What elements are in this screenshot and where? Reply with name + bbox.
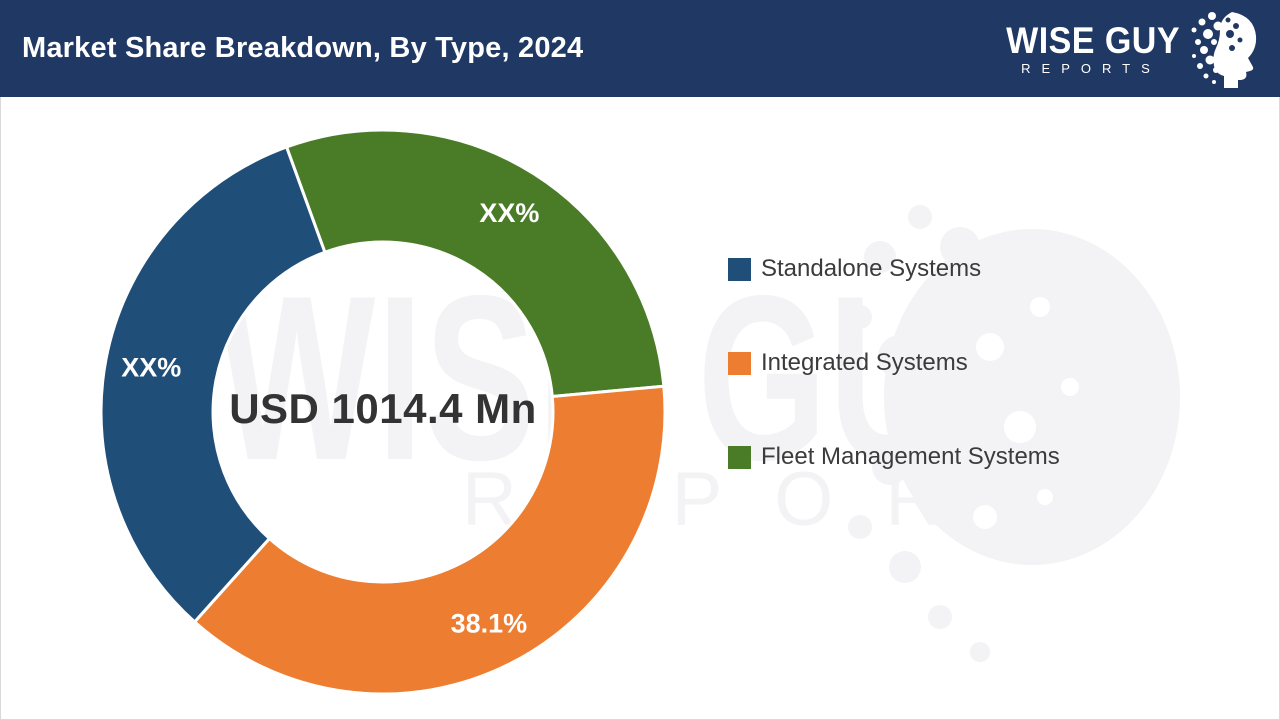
legend-swatch-blue bbox=[728, 257, 751, 281]
donut-slice-fleet-management-systems bbox=[285, 128, 666, 398]
donut-slice-integrated-systems bbox=[193, 384, 667, 696]
slice-percent-label: XX% bbox=[479, 198, 539, 228]
legend-item-integrated-systems[interactable]: Integrated Systems bbox=[728, 349, 1060, 377]
chart-area: WISE GUY REPORTS XX% 38.1% XX% USD 1014.4 … bbox=[0, 97, 1280, 720]
legend-label: Standalone Systems bbox=[761, 255, 982, 282]
brand-face-icon bbox=[1191, 11, 1257, 88]
brand-logo-text: WISE GUY REPORTS bbox=[991, 22, 1180, 75]
watermark-face bbox=[884, 229, 1180, 565]
brand-logo: WISE GUY REPORTS bbox=[991, 8, 1260, 90]
page-title: Market Share Breakdown, By Type, 2024 bbox=[22, 32, 584, 64]
donut-slice-standalone-systems bbox=[99, 145, 327, 624]
header-bar: Market Share Breakdown, By Type, 2024 WI… bbox=[0, 0, 1280, 97]
legend-item-standalone-systems[interactable]: Standalone Systems bbox=[728, 255, 1060, 283]
legend-label: Integrated Systems bbox=[761, 349, 968, 376]
legend-swatch-orange bbox=[728, 351, 751, 375]
donut-chart: XX% 38.1% XX% bbox=[99, 128, 667, 696]
legend: Standalone Systems Integrated Systems Fl… bbox=[728, 255, 1060, 471]
legend-item-fleet-management-systems[interactable]: Fleet Management Systems bbox=[728, 443, 1060, 471]
legend-swatch-green bbox=[728, 445, 751, 469]
brand-subtitle: REPORTS bbox=[1021, 61, 1161, 76]
slice-percent-label: XX% bbox=[121, 353, 181, 383]
slice-percent-label: 38.1% bbox=[451, 608, 528, 638]
donut-center-total: USD 1014.4 Mn bbox=[229, 385, 537, 432]
brand-name: WISE GUY bbox=[1006, 20, 1180, 61]
legend-label: Fleet Management Systems bbox=[761, 443, 1060, 470]
